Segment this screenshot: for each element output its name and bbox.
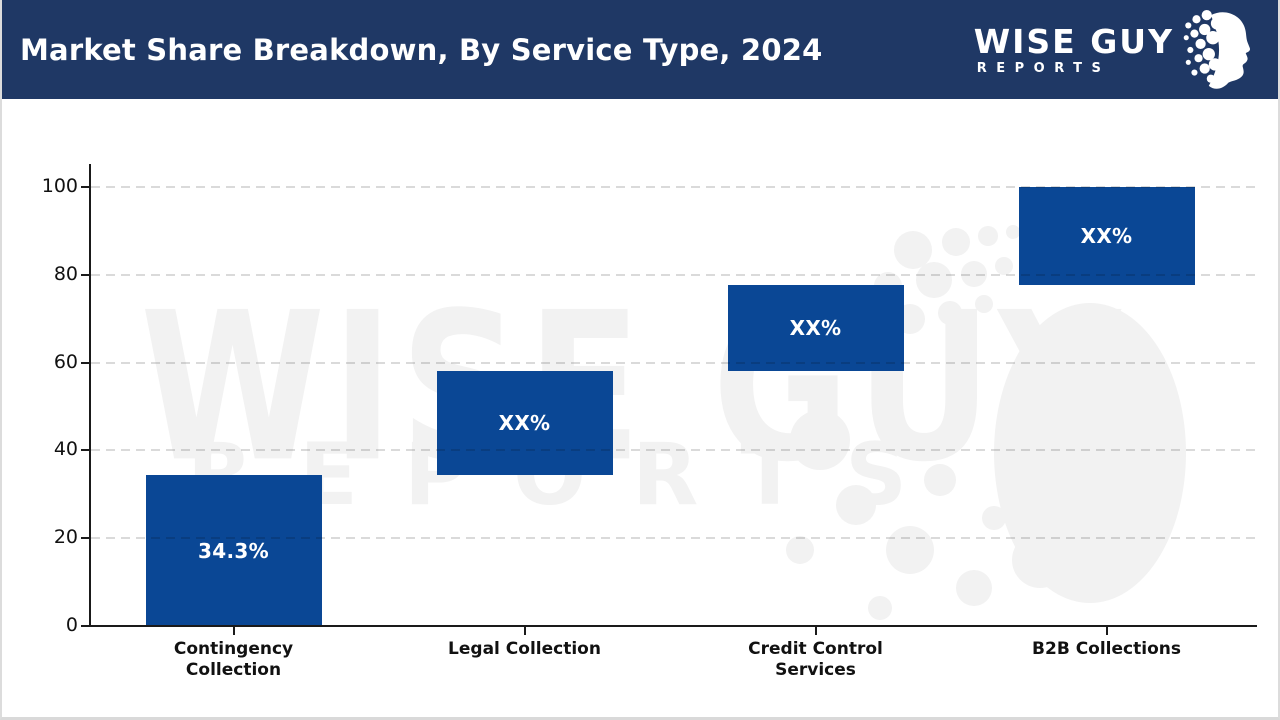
bar-value-label: 34.3% [198, 538, 269, 563]
page-title: Market Share Breakdown, By Service Type,… [20, 32, 823, 67]
y-tick-label: 40 [53, 438, 78, 461]
y-axis-spine [89, 164, 91, 627]
bar-legal-collection: XX% [436, 371, 613, 476]
y-tick-mark [81, 625, 89, 627]
x-tick-mark [232, 627, 235, 635]
x-category-label-3: Credit Control Services [686, 639, 946, 680]
gridline-80 [91, 273, 1255, 276]
logo-text-line1: WISE GUY [973, 21, 1174, 61]
bar-b2b-collections: XX% [1018, 187, 1195, 286]
x-tick-mark [1105, 627, 1108, 635]
y-tick-mark [81, 186, 89, 188]
gridline-100 [91, 186, 1255, 188]
gridline-60 [91, 361, 1255, 364]
x-category-label-4: B2B Collections [977, 639, 1237, 660]
x-category-label-line: Contingency [173, 639, 294, 659]
bar-credit-control-services: XX% [727, 285, 904, 372]
y-tick-label: 100 [41, 175, 78, 197]
gridline-40 [91, 449, 1255, 452]
y-tick-mark [81, 537, 89, 540]
brand-logo: WISE GUY REPORTS [974, 9, 1254, 91]
x-category-label-2: Legal Collection [395, 639, 655, 660]
x-tick-mark [814, 627, 817, 635]
logo-text-line2: REPORTS [976, 60, 1111, 76]
x-category-label-line: Services [775, 659, 856, 680]
x-category-label-1: Contingency Collection [104, 639, 364, 680]
bar-value-label: XX% [789, 316, 842, 341]
header-bar: Market Share Breakdown, By Service Type,… [2, 0, 1278, 99]
y-tick-mark [81, 449, 89, 452]
bar-contingency-collection: 34.3% [145, 475, 322, 626]
x-category-label-line: B2B Collections [1032, 639, 1181, 659]
gridline-20 [91, 537, 1255, 540]
x-axis-spine [89, 625, 1257, 627]
bar-value-label: XX% [498, 411, 551, 436]
logo-head-icon [1183, 9, 1251, 89]
y-tick-label: 80 [53, 262, 78, 285]
y-tick-mark [81, 361, 89, 364]
x-tick-mark [523, 627, 526, 635]
y-tick-mark [81, 273, 89, 276]
y-tick-label: 0 [65, 614, 78, 636]
bar-value-label: XX% [1080, 224, 1133, 249]
x-category-label-line: Legal Collection [448, 639, 601, 659]
y-tick-label: 20 [53, 526, 78, 549]
y-tick-label: 60 [53, 350, 78, 373]
x-category-label-line: Collection [185, 659, 282, 680]
x-category-label-line: Credit Control [748, 639, 883, 659]
